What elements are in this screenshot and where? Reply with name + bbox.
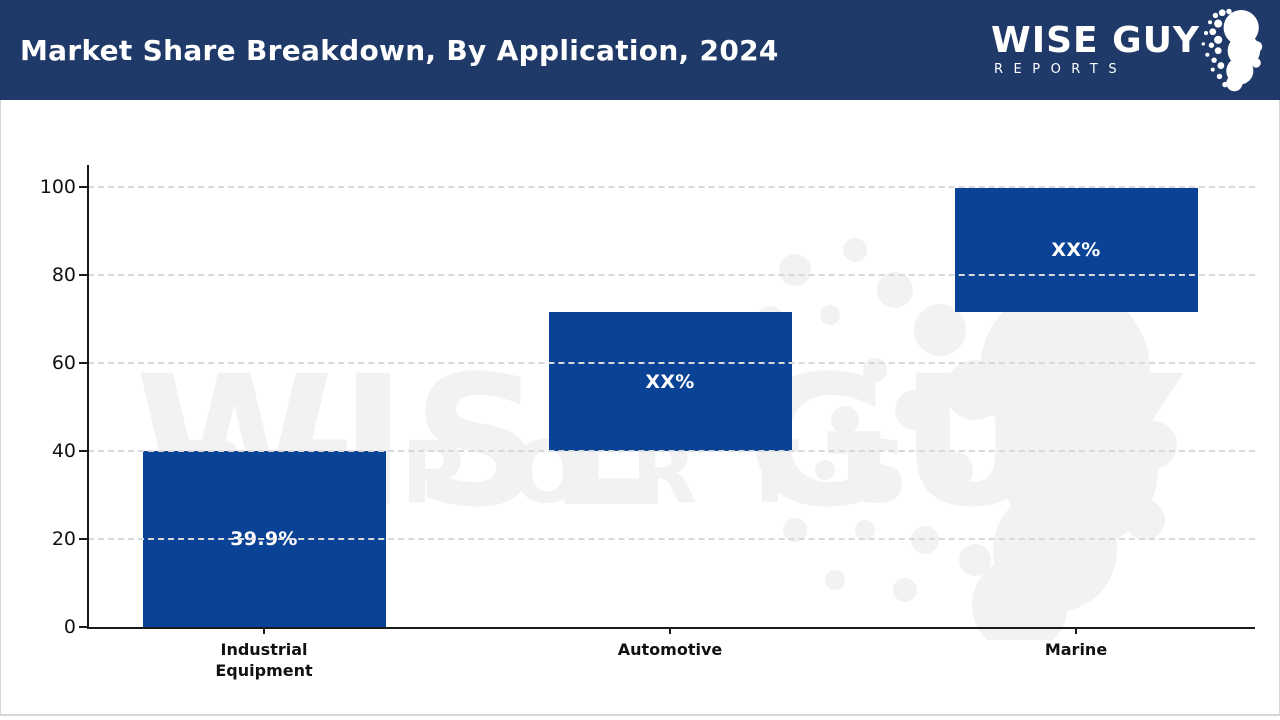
logo-subtitle: REPORTS xyxy=(993,62,1128,77)
y-tick-mark xyxy=(79,626,88,628)
dotted-head-logo-icon xyxy=(1201,8,1263,92)
y-axis-spine xyxy=(87,165,89,629)
bar-marine: XX% xyxy=(954,187,1198,313)
y-tick-mark xyxy=(79,186,88,188)
x-axis-spine xyxy=(87,627,1255,629)
y-tick-mark xyxy=(79,538,88,540)
y-tick-label: 20 xyxy=(51,528,76,550)
y-tick-mark xyxy=(79,450,88,452)
gridline-40 xyxy=(88,450,1255,452)
x-tick-mark xyxy=(669,627,671,634)
page-title: Market Share Breakdown, By Application, … xyxy=(20,33,779,67)
bar-automotive: XX% xyxy=(548,312,792,451)
x-tick-mark xyxy=(1075,627,1077,634)
waterfall-chart: 0 20 40 60 80 100 39.9% Industrial Equipment XX%… xyxy=(0,100,1280,720)
x-category-label: Marine xyxy=(1044,640,1108,659)
y-tick-label: 0 xyxy=(63,616,76,638)
bar-value-label: XX% xyxy=(645,370,695,393)
gridline-80 xyxy=(88,274,1255,276)
bar-value-label: XX% xyxy=(1051,239,1101,262)
page-border-bottom xyxy=(0,714,1280,716)
y-tick-mark xyxy=(79,274,88,276)
header: Market Share Breakdown, By Application, … xyxy=(0,0,1280,100)
watermark-dotted-head-icon xyxy=(756,228,1177,640)
y-tick-label: 100 xyxy=(39,176,76,198)
logo-wordmark: WISE GUY xyxy=(990,20,1200,61)
gridline-20 xyxy=(88,538,1255,540)
x-category-label: Automotive xyxy=(617,640,723,659)
logo-text: WISE GUY REPORTS xyxy=(990,20,1200,78)
y-tick-label: 40 xyxy=(51,440,76,462)
wise-guy-reports-logo: WISE GUY REPORTS xyxy=(991,6,1280,94)
gridline-60 xyxy=(88,362,1255,364)
x-category-label: Industrial Equipment xyxy=(215,640,313,681)
y-tick-mark xyxy=(79,362,88,364)
x-tick-mark xyxy=(263,627,265,634)
y-tick-label: 60 xyxy=(51,352,76,374)
y-tick-label: 80 xyxy=(51,264,76,286)
page-border-left xyxy=(0,100,1,716)
gridline-100 xyxy=(88,186,1255,188)
